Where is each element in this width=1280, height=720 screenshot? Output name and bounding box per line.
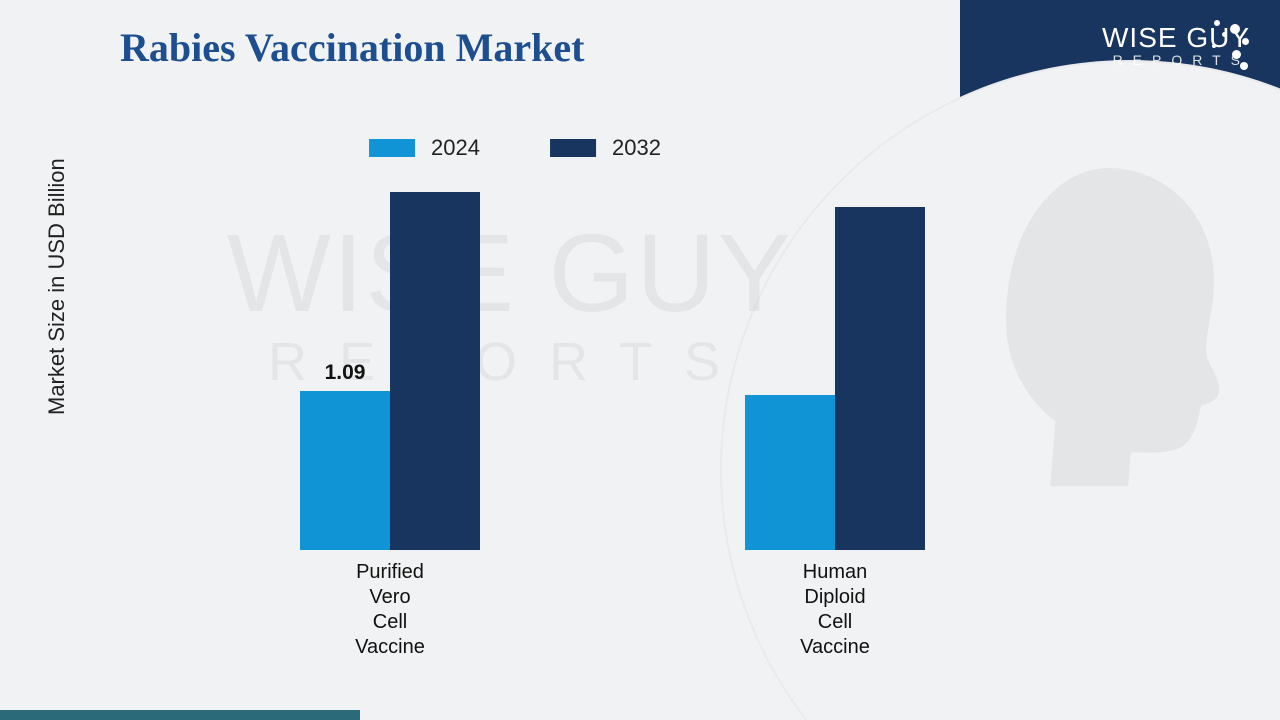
brand-dots bbox=[1196, 18, 1260, 82]
chart-title: Rabies Vaccination Market bbox=[120, 24, 584, 71]
bar-2032-group1 bbox=[835, 207, 925, 550]
bar-2024-group1 bbox=[745, 395, 835, 550]
bar-2024-group0 bbox=[300, 391, 390, 550]
legend: 2024 2032 bbox=[369, 135, 661, 161]
category-label-1: HumanDiploidCellVaccine bbox=[775, 560, 895, 660]
bar-2032-group0 bbox=[390, 192, 480, 550]
chart-area: Market Size in USD Billion 2024 2032 Pur… bbox=[85, 135, 910, 695]
y-axis-label: Market Size in USD Billion bbox=[44, 158, 70, 415]
category-label-0: PurifiedVeroCellVaccine bbox=[330, 560, 450, 660]
brand-logo: WISE GUY REPORTS bbox=[1102, 22, 1250, 68]
swatch-2032 bbox=[550, 139, 596, 157]
swatch-2024 bbox=[369, 139, 415, 157]
footer-bar bbox=[0, 710, 360, 720]
legend-item-2024: 2024 bbox=[369, 135, 480, 161]
value-label-1.09: 1.09 bbox=[294, 361, 396, 385]
plot-area: 2024 2032 PurifiedVeroCellVaccine HumanDi… bbox=[120, 135, 910, 695]
legend-label-2024: 2024 bbox=[431, 135, 480, 161]
legend-item-2032: 2032 bbox=[550, 135, 661, 161]
stage: WISE GUY REPORTS Rabies Vaccination Mark… bbox=[0, 0, 1280, 720]
legend-label-2032: 2032 bbox=[612, 135, 661, 161]
